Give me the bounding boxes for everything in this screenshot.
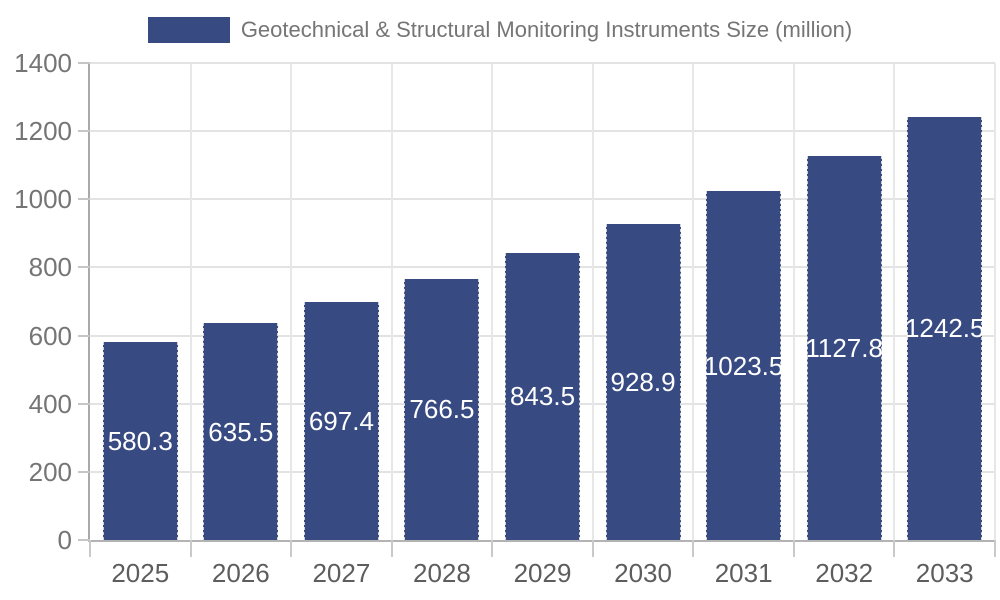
bar-2028[interactable]: 766.5 [404,278,480,540]
y-axis-tick [78,198,90,201]
x-gridline [491,63,494,540]
x-gridline [994,63,996,540]
bar-value-label: 1242.5 [904,313,985,344]
x-axis-label-2028: 2028 [413,558,471,588]
bar-value-label: 1023.5 [703,350,784,381]
x-axis-tick [792,540,795,557]
x-axis-tick [994,540,996,557]
bar-2030[interactable]: 928.9 [605,223,681,540]
x-gridline [692,63,695,540]
x-axis-tick [692,540,695,557]
y-axis-tick [78,402,90,405]
x-axis-label-2031: 2031 [714,558,773,588]
y-gridline [90,130,995,133]
x-gridline [290,63,293,540]
x-axis-label-2026: 2026 [211,558,270,588]
y-axis-label: 0 [57,525,72,555]
y-axis-label: 800 [28,252,72,283]
x-axis-label-2032: 2032 [815,558,874,588]
y-axis-label: 600 [28,320,72,351]
y-axis-label: 400 [28,388,72,419]
y-axis-tick [78,470,90,473]
y-axis-tick [78,130,90,133]
x-axis-tick [189,540,192,557]
x-axis-tick [591,540,594,557]
bar-value-label: 580.3 [107,426,173,457]
bar-value-label: 1127.8 [805,332,883,363]
bar-value-label: 843.5 [509,381,576,412]
x-axis-label-2033: 2033 [915,558,974,588]
bar-value-label: 766.5 [409,394,475,425]
x-gridline [390,63,393,540]
y-axis-label: 1000 [14,184,72,215]
y-axis-tick [78,539,90,541]
x-axis-tick [893,540,896,557]
x-axis-label-2029: 2029 [513,558,572,588]
y-axis-label: 1400 [14,48,72,78]
plot-area: 0 200 400 600 800 1000 1200 1400 580.3 2025 635.5 2… [14,50,996,586]
bar-value-label: 928.9 [610,366,676,397]
x-gridline [189,63,192,540]
y-axis-tick [78,334,90,337]
bar-2031[interactable]: 1023.5 [703,191,784,540]
bar-value-label: 635.5 [208,416,274,447]
bar-2029[interactable]: 843.5 [505,252,580,540]
x-axis-label-2027: 2027 [312,558,371,588]
y-gridline [90,198,995,201]
bar-2026[interactable]: 635.5 [203,323,279,540]
x-axis-label-2030: 2030 [614,558,672,588]
legend-item[interactable]: Geotechnical & Structural Monitoring Ins… [0,17,1000,43]
bar-2033[interactable]: 1242.5 [904,116,985,540]
y-gridline [90,62,995,64]
y-axis-label: 1200 [14,116,72,147]
legend-swatch [147,17,230,43]
y-axis-tick [78,62,90,64]
bar-2027[interactable]: 697.4 [303,302,379,540]
x-axis-label-2025: 2025 [111,558,170,588]
bar-2025[interactable]: 580.3 [102,342,178,540]
y-axis-tick [78,266,90,269]
y-axis-label: 200 [28,456,72,487]
x-gridline [792,63,795,540]
x-axis-tick [390,540,393,557]
legend-label: Geotechnical & Structural Monitoring Ins… [240,17,853,42]
x-axis-tick [89,540,91,557]
x-axis-tick [491,540,494,557]
x-gridline [591,63,594,540]
x-axis-tick [290,540,293,557]
x-gridline [893,63,896,540]
bar-value-label: 697.4 [308,406,374,437]
bar-2032[interactable]: 1127.8 [805,155,883,540]
